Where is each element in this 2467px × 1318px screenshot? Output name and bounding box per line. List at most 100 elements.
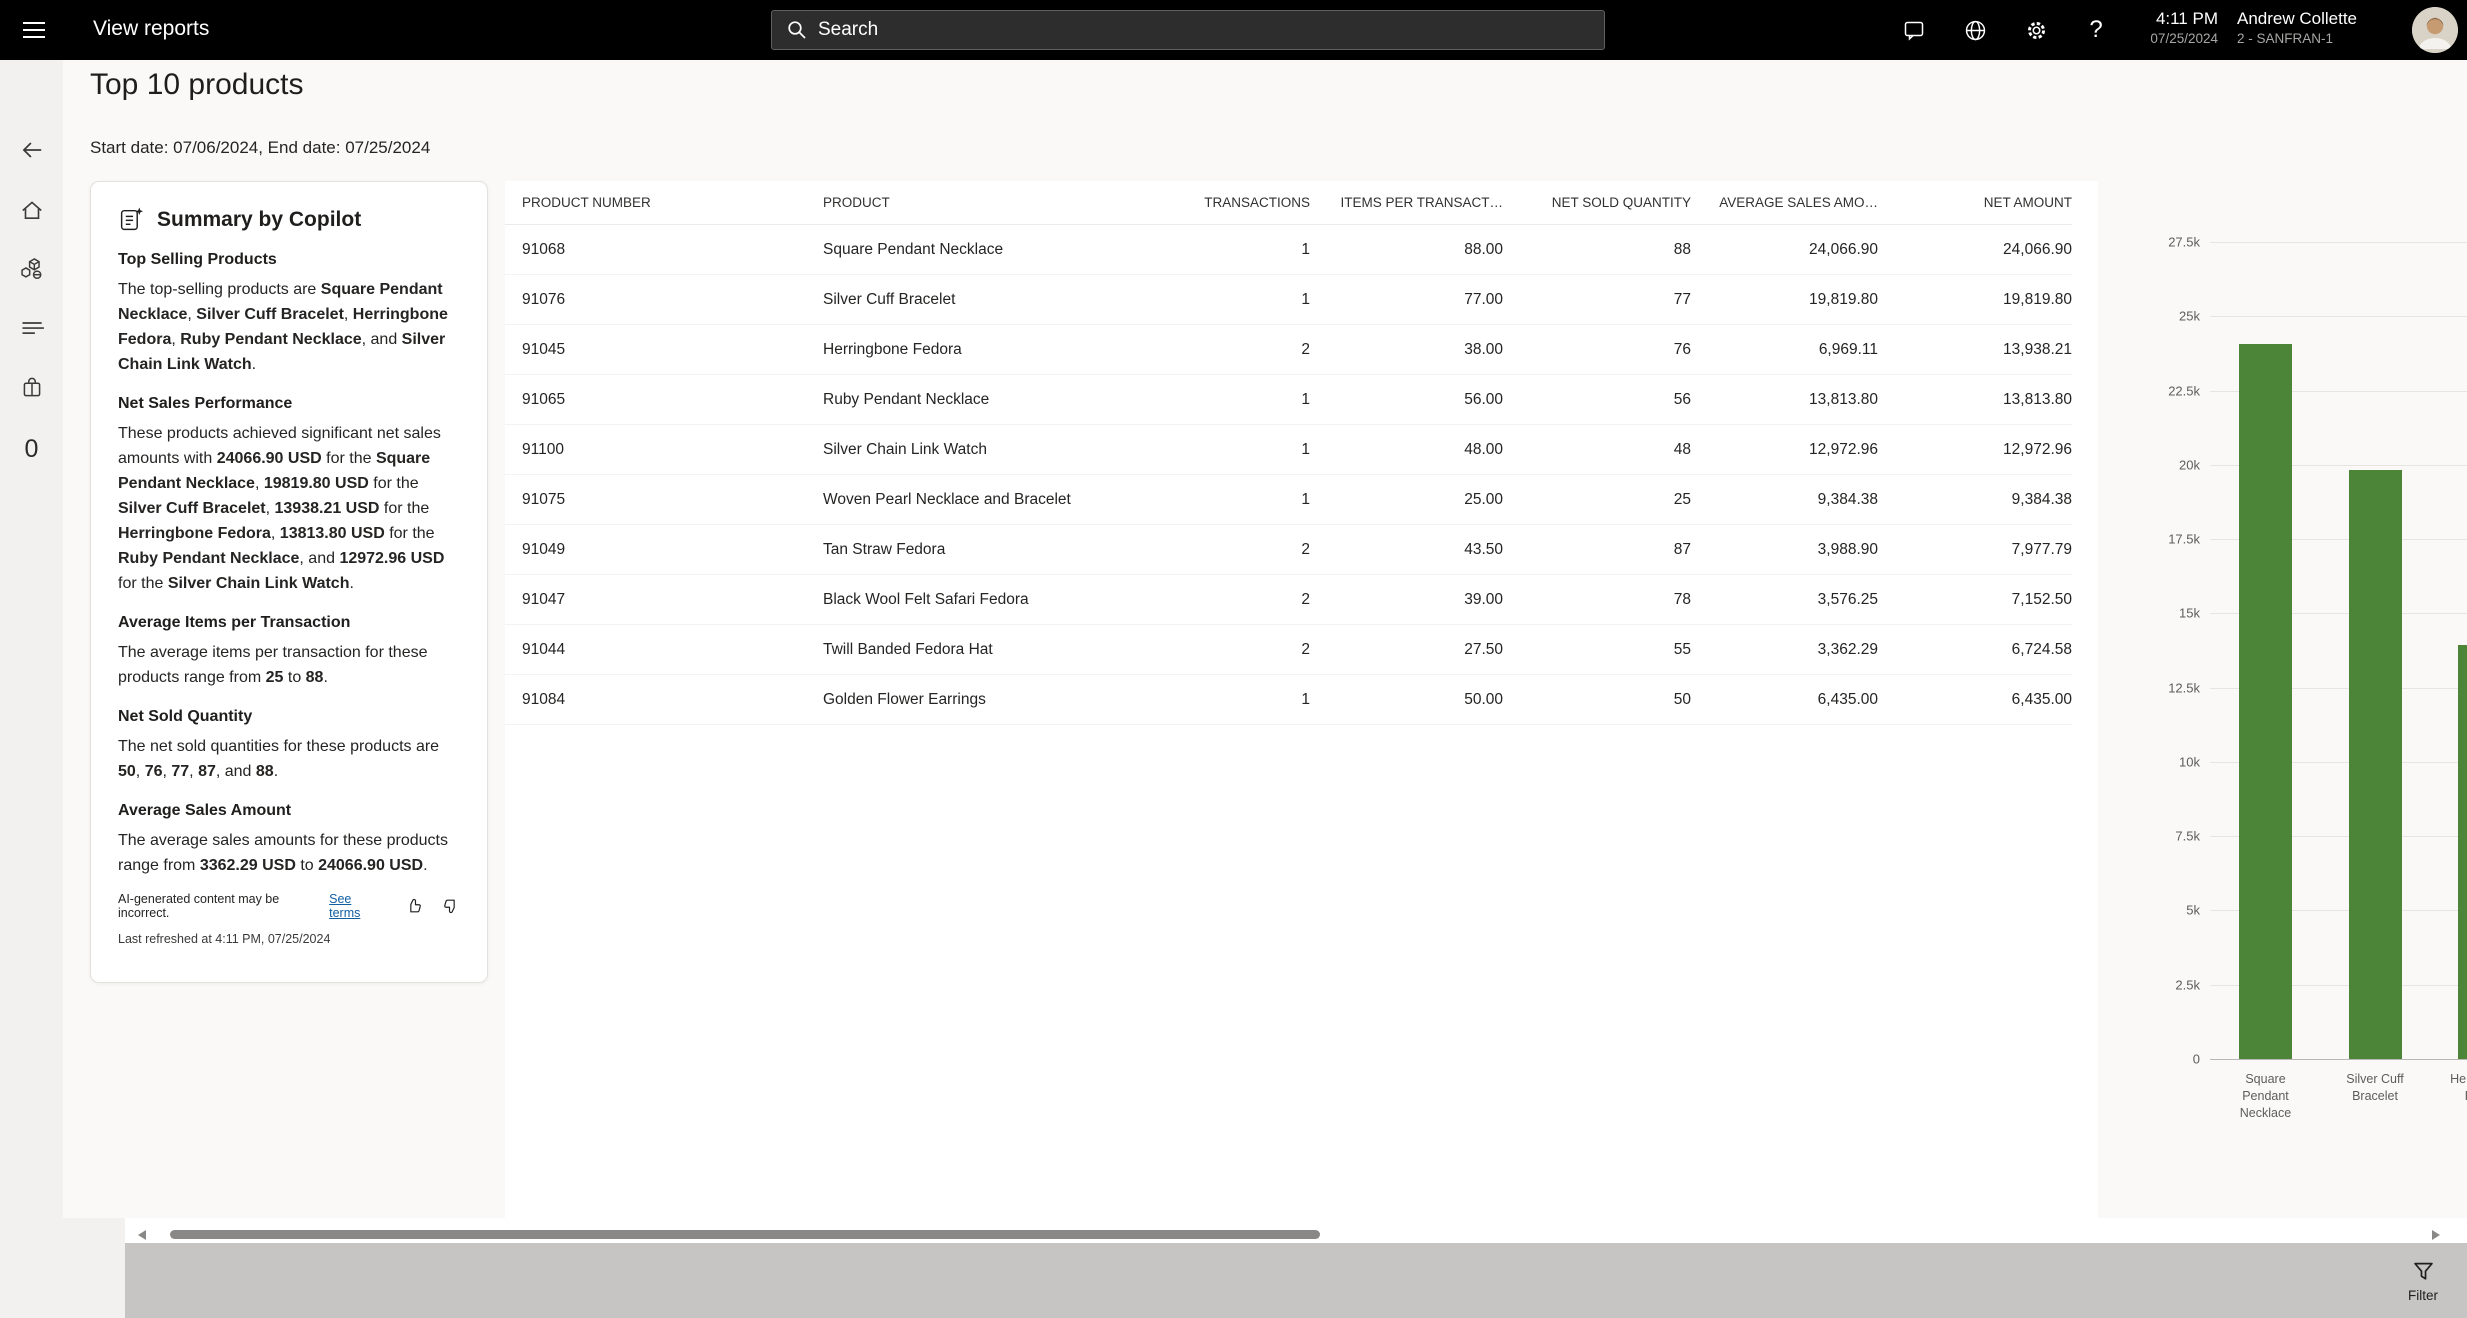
help-icon[interactable]: ?	[2080, 14, 2112, 46]
table-cell: 91076	[522, 290, 566, 308]
table-cell: 13,938.21	[2003, 340, 2072, 358]
table-cell: 25.00	[1464, 490, 1503, 508]
top-app-bar: View reports Search ? 4:11 PM 07/25/2024…	[0, 0, 2467, 60]
chart-gridline	[2210, 242, 2467, 243]
scroll-left-arrow-icon[interactable]	[138, 1230, 146, 1240]
home-icon[interactable]	[0, 190, 63, 230]
table-row[interactable]: 91044 Twill Banded Fedora Hat 2 27.50 55 3,36…	[505, 625, 2072, 675]
settings-gear-icon[interactable]	[2020, 14, 2052, 46]
avatar[interactable]	[2412, 7, 2458, 53]
table-cell: 91045	[522, 340, 566, 358]
table-cell: Silver Chain Link Watch	[823, 440, 987, 458]
table-cell: 77	[1673, 290, 1691, 308]
column-header[interactable]: TRANSACTIONS	[1204, 195, 1310, 210]
globe-icon[interactable]	[1959, 14, 1991, 46]
table-row[interactable]: 91047 Black Wool Felt Safari Fedora 2 39.00…	[505, 575, 2072, 625]
table-cell: 56.00	[1464, 390, 1503, 408]
chart-gridline	[2210, 1059, 2467, 1060]
copilot-section-heading: Net Sales Performance	[118, 395, 293, 412]
date-range-label: Start date: 07/06/2024, End date: 07/25/…	[90, 138, 431, 157]
table-row[interactable]: 91068 Square Pendant Necklace 1 88.00 88 24,0…	[505, 225, 2072, 275]
register-id: 2 - SANFRAN-1	[2237, 31, 2334, 46]
table-row[interactable]: 91045 Herringbone Fedora 2 38.00 76 6,969.11 1…	[505, 325, 2072, 375]
back-arrow-icon[interactable]	[0, 130, 63, 170]
chart-ytick-label: 5k	[2186, 902, 2200, 918]
table-row[interactable]: 91076 Silver Cuff Bracelet 1 77.00 77 19,819.…	[505, 275, 2072, 325]
table-cell: Herringbone Fedora	[823, 340, 962, 358]
chart-ytick-label: 22.5k	[2168, 383, 2200, 399]
copilot-section-text: The net sold quantities for these produc…	[118, 738, 440, 780]
see-terms-link[interactable]: See terms	[329, 892, 361, 920]
feedback-icon[interactable]	[1898, 14, 1930, 46]
table-cell: 24,066.90	[2003, 240, 2072, 258]
table-cell: 6,969.11	[1818, 340, 1878, 358]
table-cell: 88	[1673, 240, 1691, 258]
left-nav-sidebar: 0	[0, 60, 63, 1318]
table-row[interactable]: 91049 Tan Straw Fedora 2 43.50 87 3,988.90 7,9…	[505, 525, 2072, 575]
column-header[interactable]: NET SOLD QUANTITY	[1551, 195, 1691, 210]
scroll-right-arrow-icon[interactable]	[2432, 1230, 2440, 1240]
chart-bar[interactable]	[2458, 644, 2467, 1059]
table-cell: 6,435.00	[2011, 690, 2072, 708]
bottom-left-gutter	[63, 1218, 125, 1318]
user-block[interactable]: Andrew Collette 2 - SANFRAN-1	[2237, 9, 2357, 47]
horizontal-scrollbar-thumb[interactable]	[170, 1230, 1320, 1239]
table-row[interactable]: 91065 Ruby Pendant Necklace 1 56.00 56 13,813…	[505, 375, 2072, 425]
table-cell: Ruby Pendant Necklace	[823, 390, 990, 408]
thumbs-down-icon[interactable]	[439, 895, 460, 917]
table-cell: 50.00	[1464, 690, 1503, 708]
chart-ytick-label: 27.5k	[2168, 234, 2200, 250]
chart-xtick-label: Herringbone Fedora	[2450, 1072, 2467, 1103]
chart-ytick-label: 25k	[2179, 308, 2200, 324]
table-row[interactable]: 91084 Golden Flower Earrings 1 50.00 50 6,435…	[505, 675, 2072, 725]
filter-button[interactable]: Filter	[2388, 1247, 2458, 1313]
hamburger-menu-icon[interactable]	[18, 14, 50, 46]
chart-gridline	[2210, 761, 2467, 763]
chart-plot: 27.5k 25k 22.5k 20k 17.5k 15k 12.5k 10k 7.5k 5k 2.…	[2160, 225, 2467, 1120]
table-cell: Tan Straw Fedora	[823, 540, 946, 558]
chart-bar[interactable]	[2348, 470, 2402, 1059]
chart-xtick-label: Silver Cuff Bracelet	[2346, 1072, 2404, 1103]
column-header[interactable]: NET AMOUNT	[1983, 195, 2072, 210]
table-cell: 91044	[522, 640, 566, 658]
column-header[interactable]: PRODUCT	[823, 195, 890, 210]
top-products-table: PRODUCT NUMBER PRODUCT TRANSACTIONS ITEMS P…	[505, 181, 2098, 1228]
last-refreshed-label: Last refreshed at 4:11 PM, 07/25/2024	[118, 932, 331, 946]
current-date: 07/25/2024	[2150, 31, 2218, 46]
chart-gridline	[2210, 910, 2467, 912]
column-header[interactable]: ITEMS PER TRANSACT…	[1340, 195, 1503, 210]
chart-ytick-label: 15k	[2179, 605, 2200, 621]
search-input[interactable]: Search	[771, 10, 1605, 50]
column-header[interactable]: AVERAGE SALES AMO…	[1719, 195, 1878, 210]
table-cell: 48.00	[1464, 440, 1503, 458]
table-cell: Twill Banded Fedora Hat	[823, 640, 993, 658]
table-row[interactable]: 91075 Woven Pearl Necklace and Bracelet 1 2…	[505, 475, 2072, 525]
table-cell: 7,977.79	[2011, 540, 2072, 558]
cart-count-badge[interactable]: 0	[0, 429, 63, 469]
table-cell: 91084	[522, 690, 566, 708]
chart-bar[interactable]	[2239, 343, 2292, 1059]
copilot-summary-card: Summary by Copilot Top Selling Products T…	[90, 181, 488, 983]
bottom-app-bar	[125, 1243, 2467, 1318]
table-header: PRODUCT NUMBER PRODUCT TRANSACTIONS ITEMS P…	[505, 181, 2072, 225]
table-cell: 2	[1301, 540, 1310, 558]
table-cell: 1	[1301, 290, 1310, 308]
thumbs-up-icon[interactable]	[405, 895, 426, 917]
column-header[interactable]: PRODUCT NUMBER	[522, 195, 651, 210]
table-cell: 3,576.25	[1817, 590, 1878, 608]
products-icon[interactable]	[0, 248, 63, 288]
table-cell: 91049	[522, 540, 566, 558]
shopping-bag-icon[interactable]	[0, 367, 63, 407]
table-cell: 25	[1673, 490, 1691, 508]
table-cell: 19,819.80	[2003, 290, 2072, 308]
table-cell: 78	[1673, 590, 1691, 608]
chart-gridline	[2210, 984, 2467, 986]
table-cell: 7,152.50	[2011, 590, 2072, 608]
table-cell: 91047	[522, 590, 566, 608]
table-row[interactable]: 91100 Silver Chain Link Watch 1 48.00 48 12,9…	[505, 425, 2072, 475]
chart-ytick-label: 12.5k	[2168, 680, 2200, 696]
transactions-list-icon[interactable]	[0, 307, 63, 347]
copilot-title: Summary by Copilot	[157, 207, 362, 231]
table-cell: 77.00	[1464, 290, 1503, 308]
table-cell: 24,066.90	[1809, 240, 1878, 258]
